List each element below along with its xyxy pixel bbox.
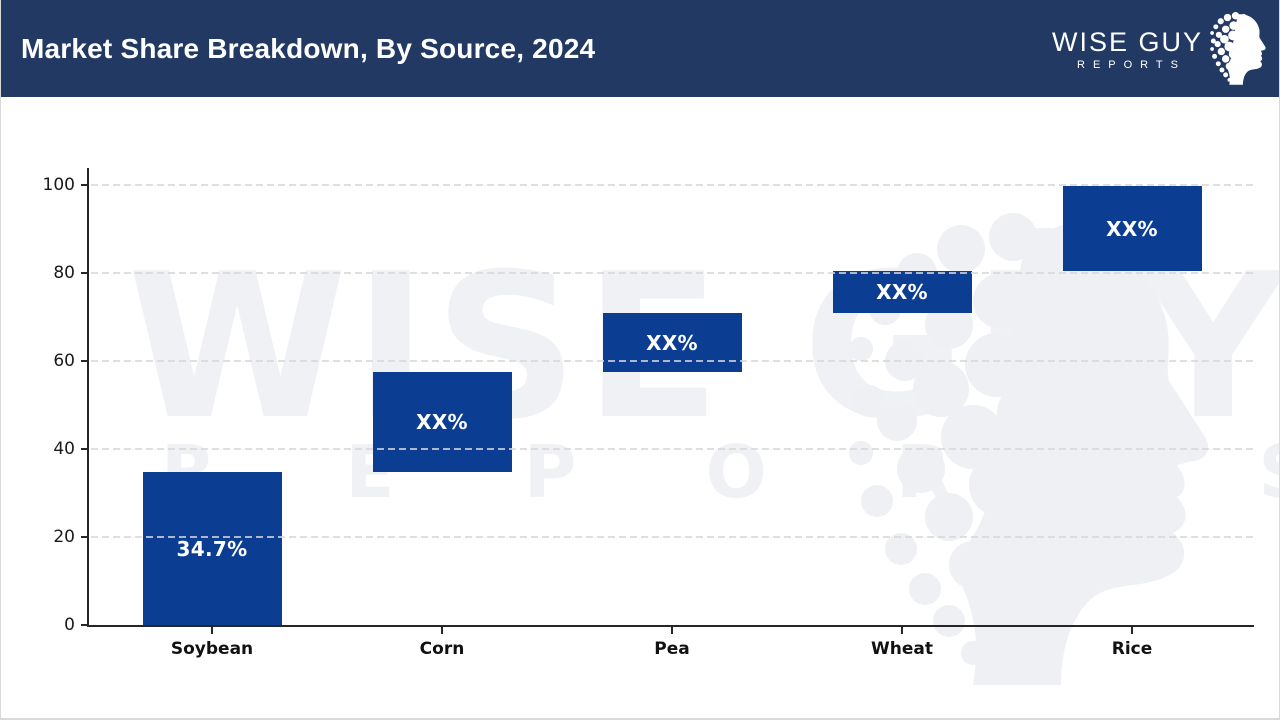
y-axis-tick [81,448,88,450]
x-axis-tick [671,627,673,634]
x-axis-category-label: Soybean [170,639,254,659]
logo-face-icon [1210,12,1266,85]
y-axis-line [87,168,89,627]
y-axis-tick [81,624,88,626]
y-axis-tick [81,360,88,362]
y-axis-tick [81,536,88,538]
x-axis-tick [1131,627,1133,634]
y-axis-tick-label: 0 [64,615,75,635]
bar-value-label: 34.7% [176,536,248,561]
y-axis-tick-label: 20 [53,527,75,547]
bar-value-label: XX% [1106,216,1158,241]
x-axis-category-label: Pea [654,639,690,659]
bar-wheat: XX% [832,271,972,314]
x-axis-category-label: Corn [419,639,465,659]
bar-value-label: XX% [876,280,928,305]
header-bar: Market Share Breakdown, By Source, 2024 … [1,0,1279,97]
bar-soybean: 34.7% [142,472,282,625]
logo-wordmark: WISE GUY [1051,27,1203,57]
y-axis-tick [81,272,88,274]
logo-subtitle: REPORTS [1077,59,1186,71]
bar-value-label: XX% [416,410,468,435]
y-axis-tick-label: 40 [53,439,75,459]
bar-corn: XX% [372,372,512,473]
y-axis-tick [81,184,88,186]
x-axis-tick [441,627,443,634]
x-axis-category-label: Wheat [871,639,933,659]
bar-pea: XX% [602,313,742,373]
y-axis-tick-label: 100 [42,175,75,195]
x-axis-category-label: Rice [1111,639,1153,659]
wise-guy-logo: WISE GUY REPORTS [1052,7,1269,91]
logo-text: WISE GUY REPORTS [1052,27,1203,71]
y-axis-tick-label: 60 [53,351,75,371]
page-title: Market Share Breakdown, By Source, 2024 [21,32,596,64]
x-axis-tick [901,627,903,634]
x-axis-tick [211,627,213,634]
y-axis-tick-label: 80 [53,263,75,283]
x-axis-line [87,625,1254,627]
bar-value-label: XX% [646,330,698,355]
bar-rice: XX% [1062,185,1202,272]
